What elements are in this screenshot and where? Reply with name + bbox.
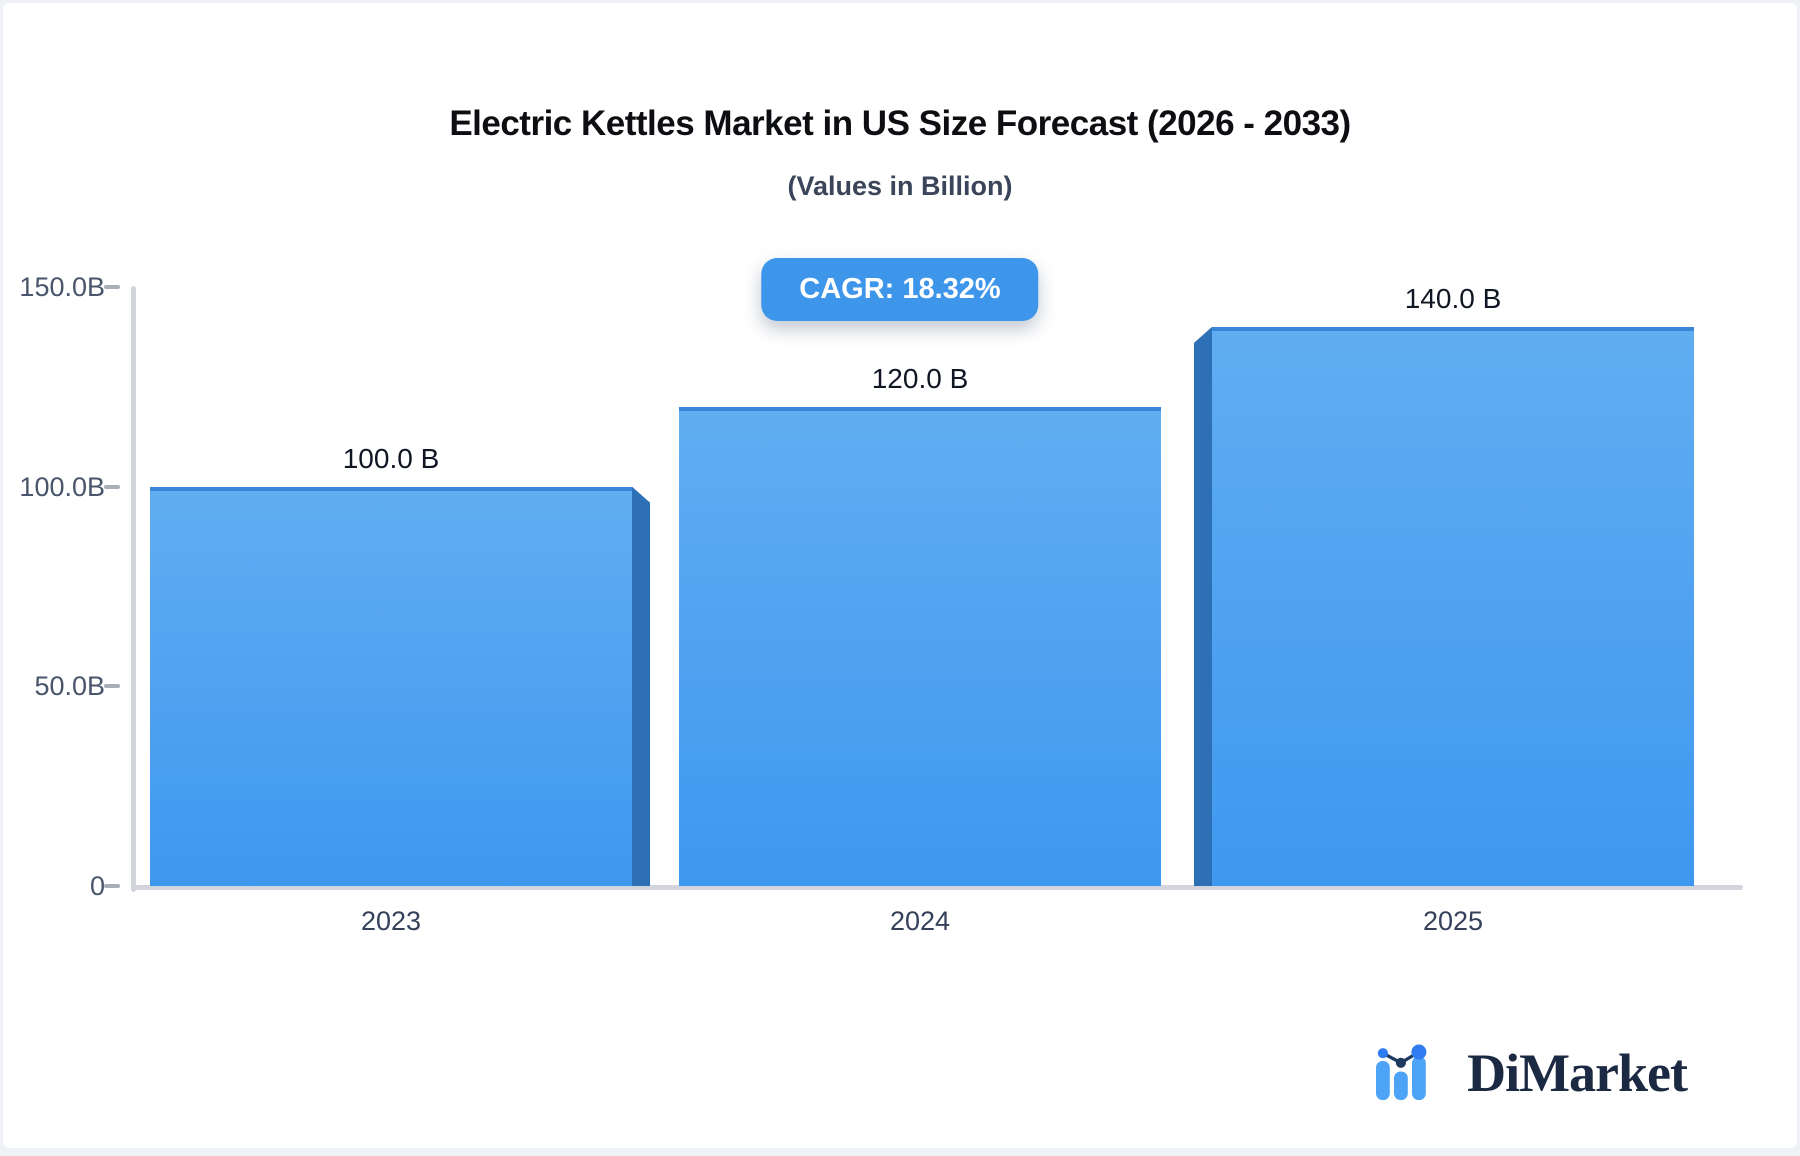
bar-side-shadow <box>1194 326 1212 886</box>
y-axis-tick <box>104 684 120 689</box>
y-axis-label: 100.0B <box>19 471 105 502</box>
y-axis-label: 0 <box>89 871 105 901</box>
bar-2023 <box>150 486 632 886</box>
y-axis-tick <box>104 884 120 888</box>
logo-text: DiMarket <box>1467 1043 1688 1103</box>
bar-value-label: 120.0 B <box>871 362 969 394</box>
y-axis-line <box>131 286 136 892</box>
chart-title: Electric Kettles Market in US Size Forec… <box>449 104 1351 143</box>
bar-value-label: 100.0 B <box>342 442 440 474</box>
bar-side-shadow <box>632 486 650 886</box>
bar-value-label: 140.0 B <box>1404 282 1502 314</box>
bar-2024 <box>679 406 1161 886</box>
chart-subtitle: (Values in Billion) <box>787 171 1013 201</box>
y-axis-tick <box>104 484 120 489</box>
cagr-badge: CAGR: 18.32% <box>761 258 1039 321</box>
x-axis-line <box>131 885 1743 890</box>
x-axis-label: 2024 <box>889 906 951 936</box>
y-axis-label: 50.0B <box>34 671 105 702</box>
bar-chart-trendline-icon <box>1376 1044 1427 1100</box>
x-axis-label: 2025 <box>1422 906 1484 936</box>
y-axis-tick <box>104 285 120 289</box>
bar-2025 <box>1212 326 1694 886</box>
y-axis-label: 150.0B <box>19 272 105 302</box>
x-axis-label: 2023 <box>360 906 422 936</box>
dimarket-logo: DiMarket <box>1373 1041 1688 1105</box>
chart-card: Electric Kettles Market in US Size Forec… <box>3 3 1797 1148</box>
plot-area: 0 50.0B 100.0B 150.0B 100.0 B 2023 120.0 B 2024… <box>3 3 1797 1148</box>
